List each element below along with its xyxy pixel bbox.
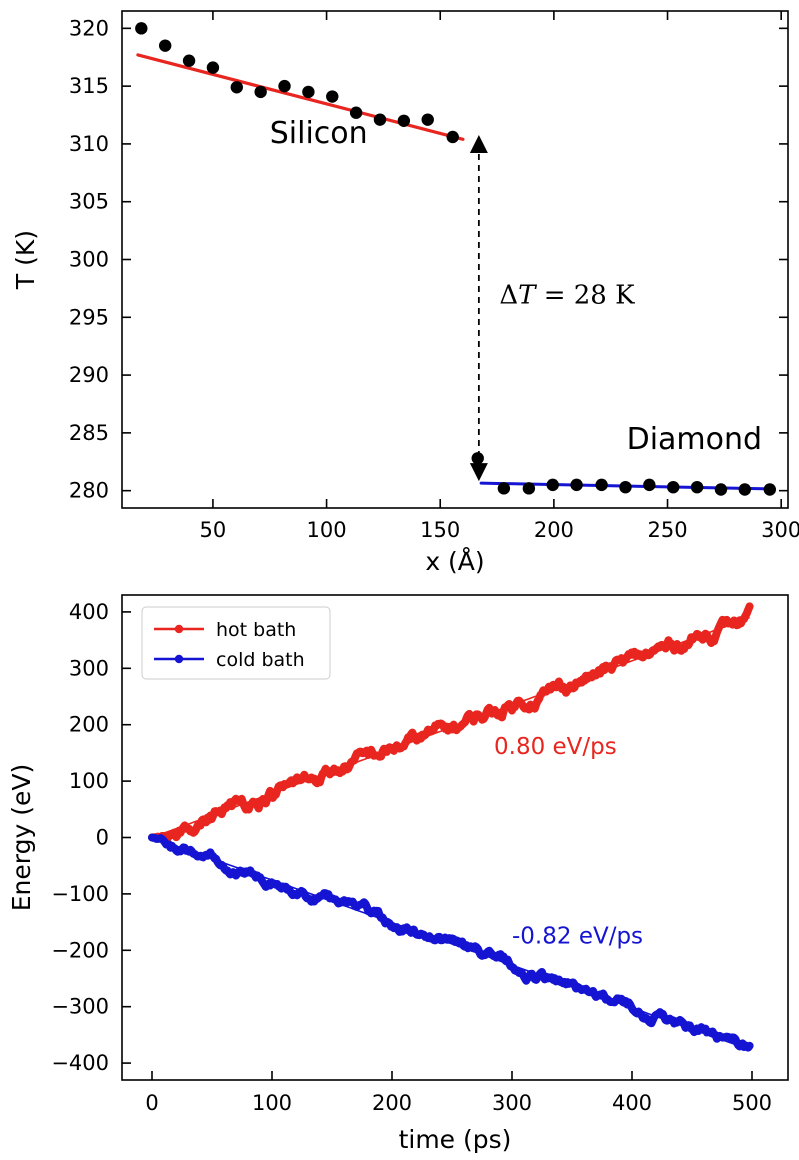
x-tick-label: 100 <box>307 518 347 542</box>
data-point <box>254 85 267 99</box>
diamond-label: Diamond <box>627 422 762 457</box>
data-point <box>522 482 536 495</box>
legend-marker <box>174 624 184 634</box>
legend-entry-hot-bath: hot bath <box>154 619 296 641</box>
hot-bath-curve <box>148 602 754 844</box>
data-point <box>182 54 196 67</box>
data-point <box>206 61 220 74</box>
data-point <box>643 478 656 492</box>
data-point <box>230 81 243 94</box>
data-point <box>570 478 583 492</box>
data-point <box>302 85 315 99</box>
x-tick-label: 400 <box>612 1091 652 1115</box>
arrow-head-down <box>469 463 488 482</box>
temperature-profile-chart: 280 285 290 295 300 305 310 315 320 50 100 150 200 25… <box>11 10 799 575</box>
data-point <box>497 482 511 495</box>
x-axis-title: time (ps) <box>399 1125 512 1154</box>
data-point <box>397 114 411 128</box>
data-point <box>278 79 291 93</box>
data-point <box>326 90 339 103</box>
x-tick-label: 250 <box>647 518 687 542</box>
y-tick-label: 100 <box>69 769 109 793</box>
data-point <box>738 483 752 496</box>
legend-label: cold bath <box>216 649 305 671</box>
hot-slope-label: 0.80 eV/ps <box>494 734 617 760</box>
cold-slope-label: -0.82 eV/ps <box>512 924 643 950</box>
x-tick-label: 200 <box>534 518 574 542</box>
arrow-head-up <box>469 134 488 153</box>
data-point <box>421 113 434 126</box>
data-point <box>690 480 704 494</box>
y-tick-label: −100 <box>51 882 109 906</box>
delta-t-arrow <box>469 134 488 482</box>
y-tick-label: −300 <box>51 995 109 1019</box>
y-tick-label: −400 <box>51 1051 109 1075</box>
data-point <box>446 130 459 144</box>
y-tick-label: 400 <box>69 600 109 624</box>
x-tick-label: 500 <box>732 1091 772 1115</box>
y-tick-label: 320 <box>69 16 109 40</box>
data-point <box>546 478 559 492</box>
legend-box <box>141 606 331 680</box>
data-point <box>349 106 363 119</box>
temperature-profile-panel: 280 285 290 295 300 305 310 315 320 50 100 150 200 25… <box>0 0 799 575</box>
y-tick-label: 0 <box>96 826 109 850</box>
data-point <box>471 452 484 465</box>
data-point <box>135 22 148 35</box>
data-point <box>667 480 680 494</box>
y-axis-title: Energy (eV) <box>7 764 36 911</box>
silicon-points <box>135 22 484 465</box>
temperature-symbol: T <box>518 280 537 310</box>
y-tick-label: 315 <box>69 74 109 98</box>
delta-value: = 28 K <box>535 280 635 310</box>
cold-bath-trace <box>148 833 754 1052</box>
diamond-points <box>497 478 777 496</box>
silicon-fit <box>136 53 465 141</box>
y-tick-label: −200 <box>51 938 109 962</box>
x-tick-label: 300 <box>761 518 799 542</box>
hot-bath-trace <box>148 602 754 844</box>
x-tick-label: 300 <box>492 1091 532 1115</box>
data-point <box>595 478 608 492</box>
delta-symbol: Δ <box>499 280 518 310</box>
x-tick-label: 200 <box>372 1091 412 1115</box>
y-tick-label: 290 <box>69 363 109 387</box>
legend-marker <box>174 654 184 664</box>
y-tick-label: 300 <box>69 656 109 680</box>
legend-label: hot bath <box>216 619 296 641</box>
data-point <box>373 113 387 126</box>
bath-energy-panel: −400 −300 −200 −100 0 100 200 300 400 0 100 200 300 4… <box>0 575 799 1160</box>
y-tick-label: 200 <box>69 713 109 737</box>
x-tick-label: 100 <box>252 1091 292 1115</box>
legend-entry-cold-bath: cold bath <box>154 649 305 671</box>
y-tick-label: 280 <box>69 479 109 503</box>
x-tick-label: 0 <box>145 1091 158 1115</box>
x-tick-label: 50 <box>200 518 227 542</box>
y-tick-label: 310 <box>69 132 109 156</box>
data-point <box>158 39 172 52</box>
x-axis-title: x (Å) <box>425 547 484 575</box>
y-tick-label: 295 <box>69 305 109 329</box>
data-point <box>619 480 632 494</box>
x-tick-label: 150 <box>420 518 460 542</box>
y-tick-label: 285 <box>69 421 109 445</box>
y-axis-title: T (K) <box>11 230 40 290</box>
silicon-label: Silicon <box>270 116 368 151</box>
data-point <box>763 483 777 496</box>
legend: hot bath cold bath <box>141 606 331 680</box>
cold-bath-curve <box>148 833 754 1052</box>
data-point <box>714 483 728 496</box>
y-tick-label: 305 <box>69 190 109 214</box>
bath-energy-chart: −400 −300 −200 −100 0 100 200 300 400 0 100 200 300 4… <box>7 594 789 1154</box>
y-tick-label: 300 <box>69 248 109 272</box>
delta-t-label: ΔT = 28 K <box>499 280 635 310</box>
